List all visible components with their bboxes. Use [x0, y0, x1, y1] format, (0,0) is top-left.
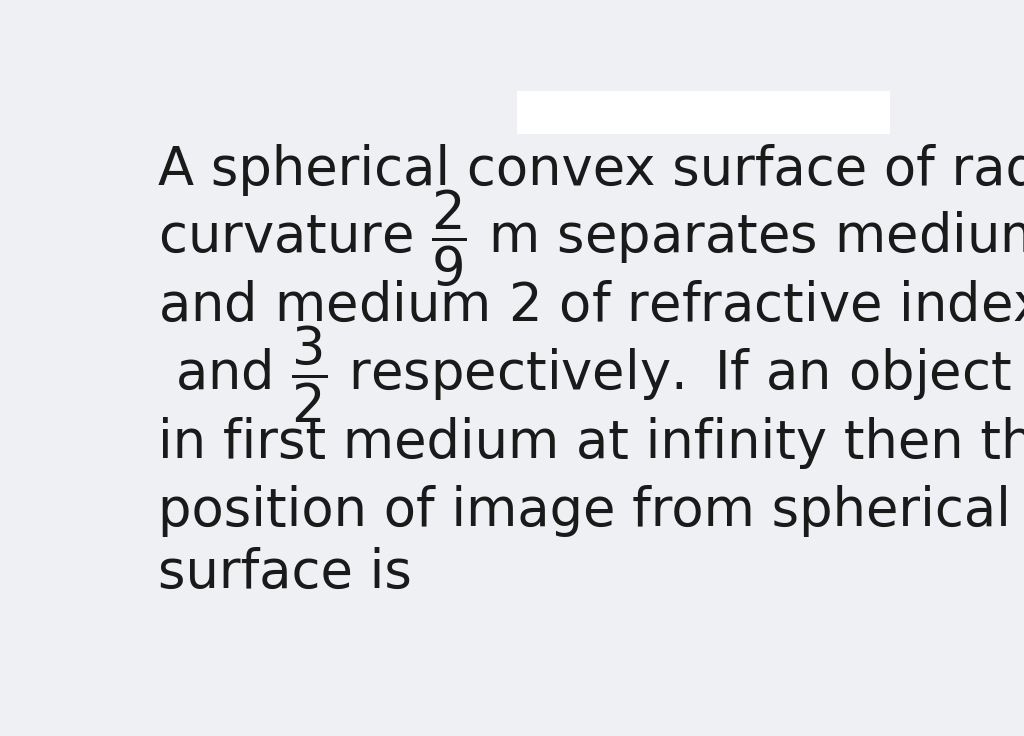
Text: $\mathrm{and\ medium\ 2\ of\ refractive\ index\ }\dfrac{4}{3}$: $\mathrm{and\ medium\ 2\ of\ refractive\… [158, 257, 1024, 355]
FancyBboxPatch shape [517, 91, 890, 134]
Text: $\mathrm{curvature\ }\dfrac{2}{9}\mathrm{\ m\ separates\ medium\ 1}$: $\mathrm{curvature\ }\dfrac{2}{9}\mathrm… [158, 188, 1024, 289]
Text: $\mathrm{\ and\ }\dfrac{3}{2}\mathrm{\ respectively.\ If\ an\ object\ is\ kept}$: $\mathrm{\ and\ }\dfrac{3}{2}\mathrm{\ r… [158, 324, 1024, 425]
Text: in first medium at infinity then the: in first medium at infinity then the [158, 417, 1024, 469]
Text: A spherical convex surface of radius of: A spherical convex surface of radius of [158, 144, 1024, 197]
Text: surface is: surface is [158, 547, 412, 599]
Text: position of image from spherical: position of image from spherical [158, 484, 1011, 537]
